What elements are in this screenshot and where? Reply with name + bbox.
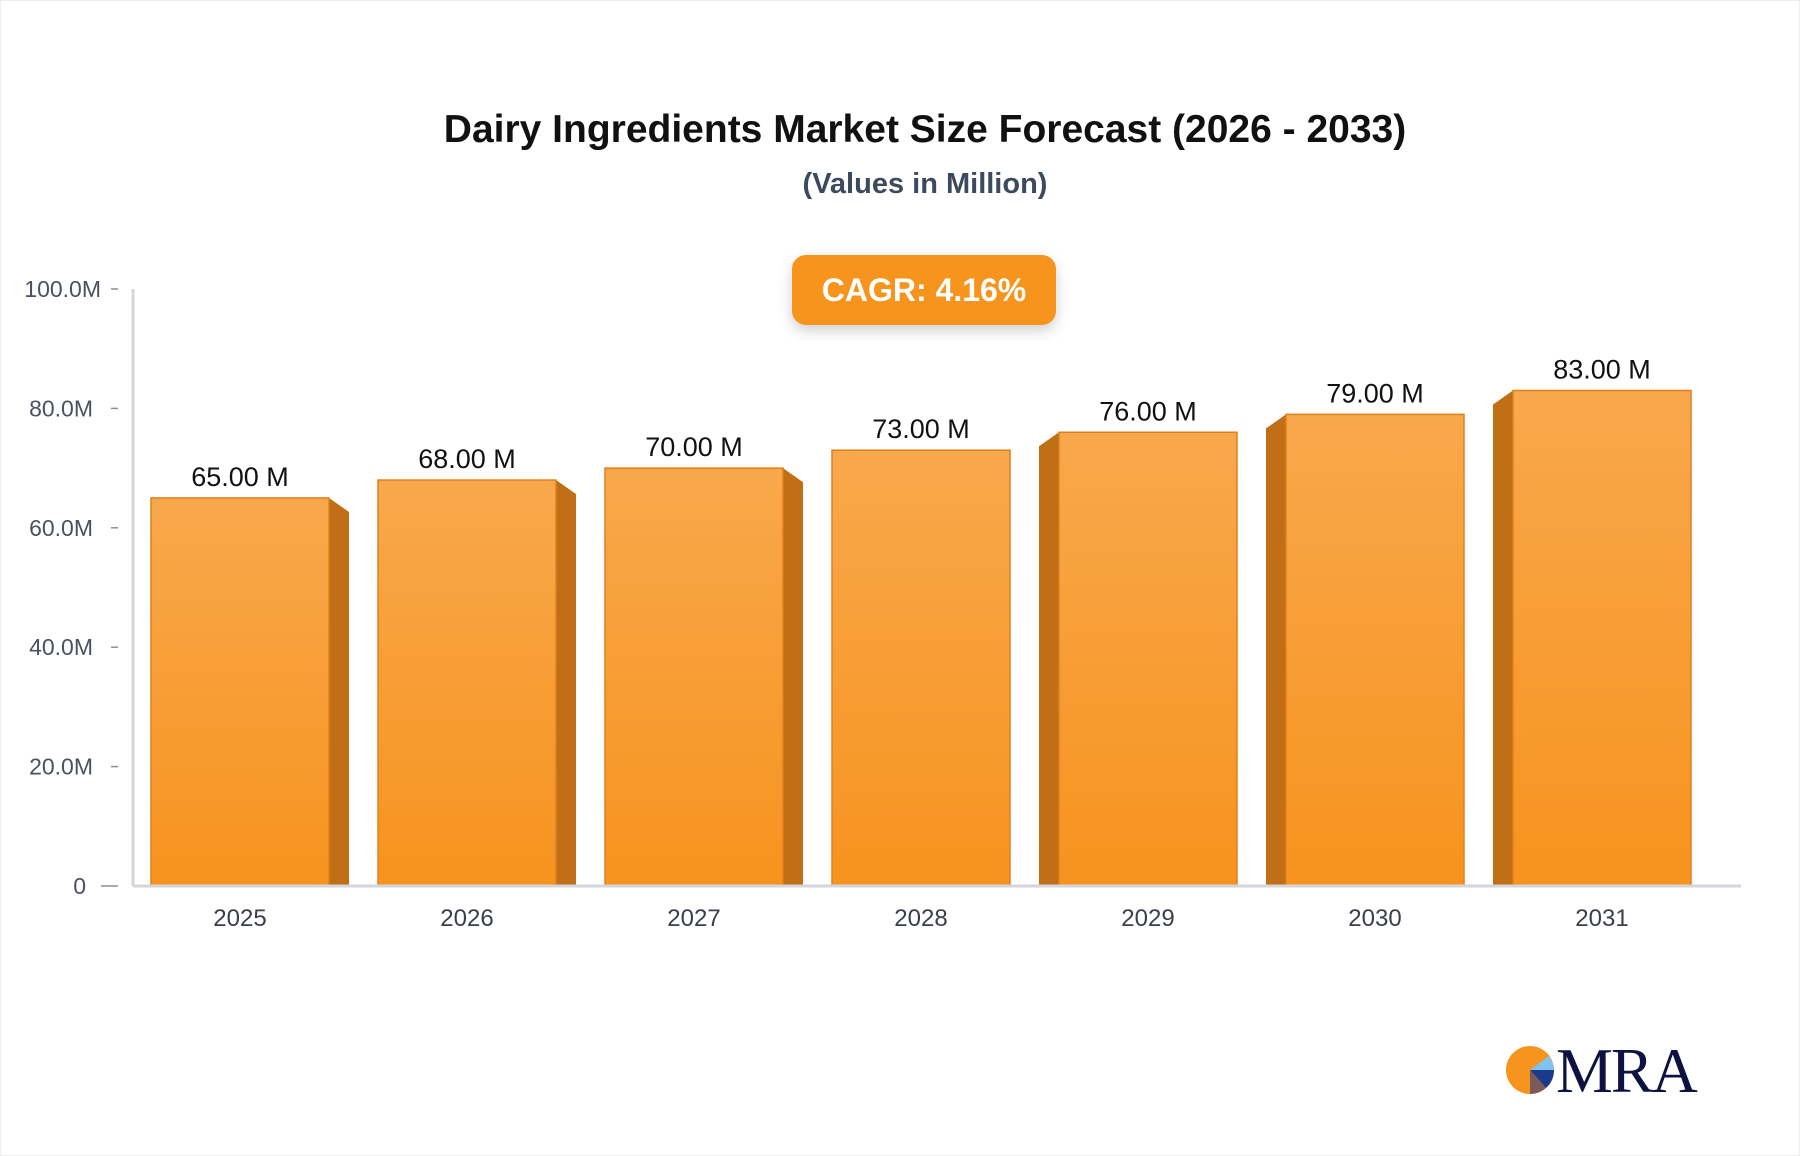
bar xyxy=(377,479,557,887)
cagr-badge: CAGR: 4.16% xyxy=(792,255,1056,325)
bar-side xyxy=(1266,414,1286,886)
x-tick-label: 2025 xyxy=(213,905,266,932)
x-tick-label: 2026 xyxy=(440,905,493,932)
bar xyxy=(1512,389,1692,887)
bar xyxy=(1058,431,1238,887)
pie-logo-icon xyxy=(1506,1046,1555,1095)
y-tick-label: 100.0M xyxy=(24,276,101,302)
bar-side xyxy=(1039,432,1059,886)
bar-side xyxy=(329,497,349,886)
chart-subtitle: (Values in Million) xyxy=(802,168,1048,200)
x-tick-label: 2027 xyxy=(667,905,720,932)
bar-side xyxy=(556,480,576,886)
logo-text: MRA xyxy=(1556,1035,1698,1106)
bar-side xyxy=(1493,390,1513,886)
chart-title: Dairy Ingredients Market Size Forecast (… xyxy=(443,108,1407,151)
x-tick-label: 2030 xyxy=(1348,905,1401,932)
y-tick-label: 20.0M xyxy=(29,754,93,780)
bar xyxy=(604,467,784,887)
data-label: 83.00 M xyxy=(1553,354,1651,384)
data-label: 65.00 M xyxy=(191,462,289,492)
bar xyxy=(150,497,330,887)
data-label: 70.00 M xyxy=(645,432,743,462)
y-tick-label: 0 xyxy=(73,873,86,899)
data-label: 79.00 M xyxy=(1326,378,1424,408)
y-tick-label: 80.0M xyxy=(29,395,93,421)
data-label: 76.00 M xyxy=(1099,396,1197,426)
data-label: 73.00 M xyxy=(872,414,970,444)
x-tick-label: 2028 xyxy=(894,905,947,932)
y-tick-label: 40.0M xyxy=(29,634,93,660)
x-tick-label: 2029 xyxy=(1121,905,1174,932)
bar-side xyxy=(783,468,803,886)
data-label: 68.00 M xyxy=(418,444,516,474)
bar xyxy=(831,449,1011,887)
y-tick-label: 60.0M xyxy=(29,515,93,541)
x-tick-label: 2031 xyxy=(1575,905,1628,932)
mra-logo: MRA xyxy=(1504,1035,1704,1106)
bar xyxy=(1285,413,1465,887)
